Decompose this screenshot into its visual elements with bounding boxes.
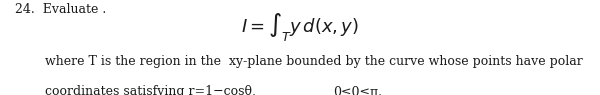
Text: coordinates satisfying r=1−cosθ,: coordinates satisfying r=1−cosθ, xyxy=(45,86,256,95)
Text: 24.  Evaluate .: 24. Evaluate . xyxy=(15,3,106,16)
Text: where T is the region in the  xy-plane bounded by the curve whose points have po: where T is the region in the xy-plane bo… xyxy=(45,55,583,68)
Text: 0≤0≤π.: 0≤0≤π. xyxy=(333,86,382,95)
Text: $I = \int_{T} y\,d(x, y)$: $I = \int_{T} y\,d(x, y)$ xyxy=(241,11,359,43)
